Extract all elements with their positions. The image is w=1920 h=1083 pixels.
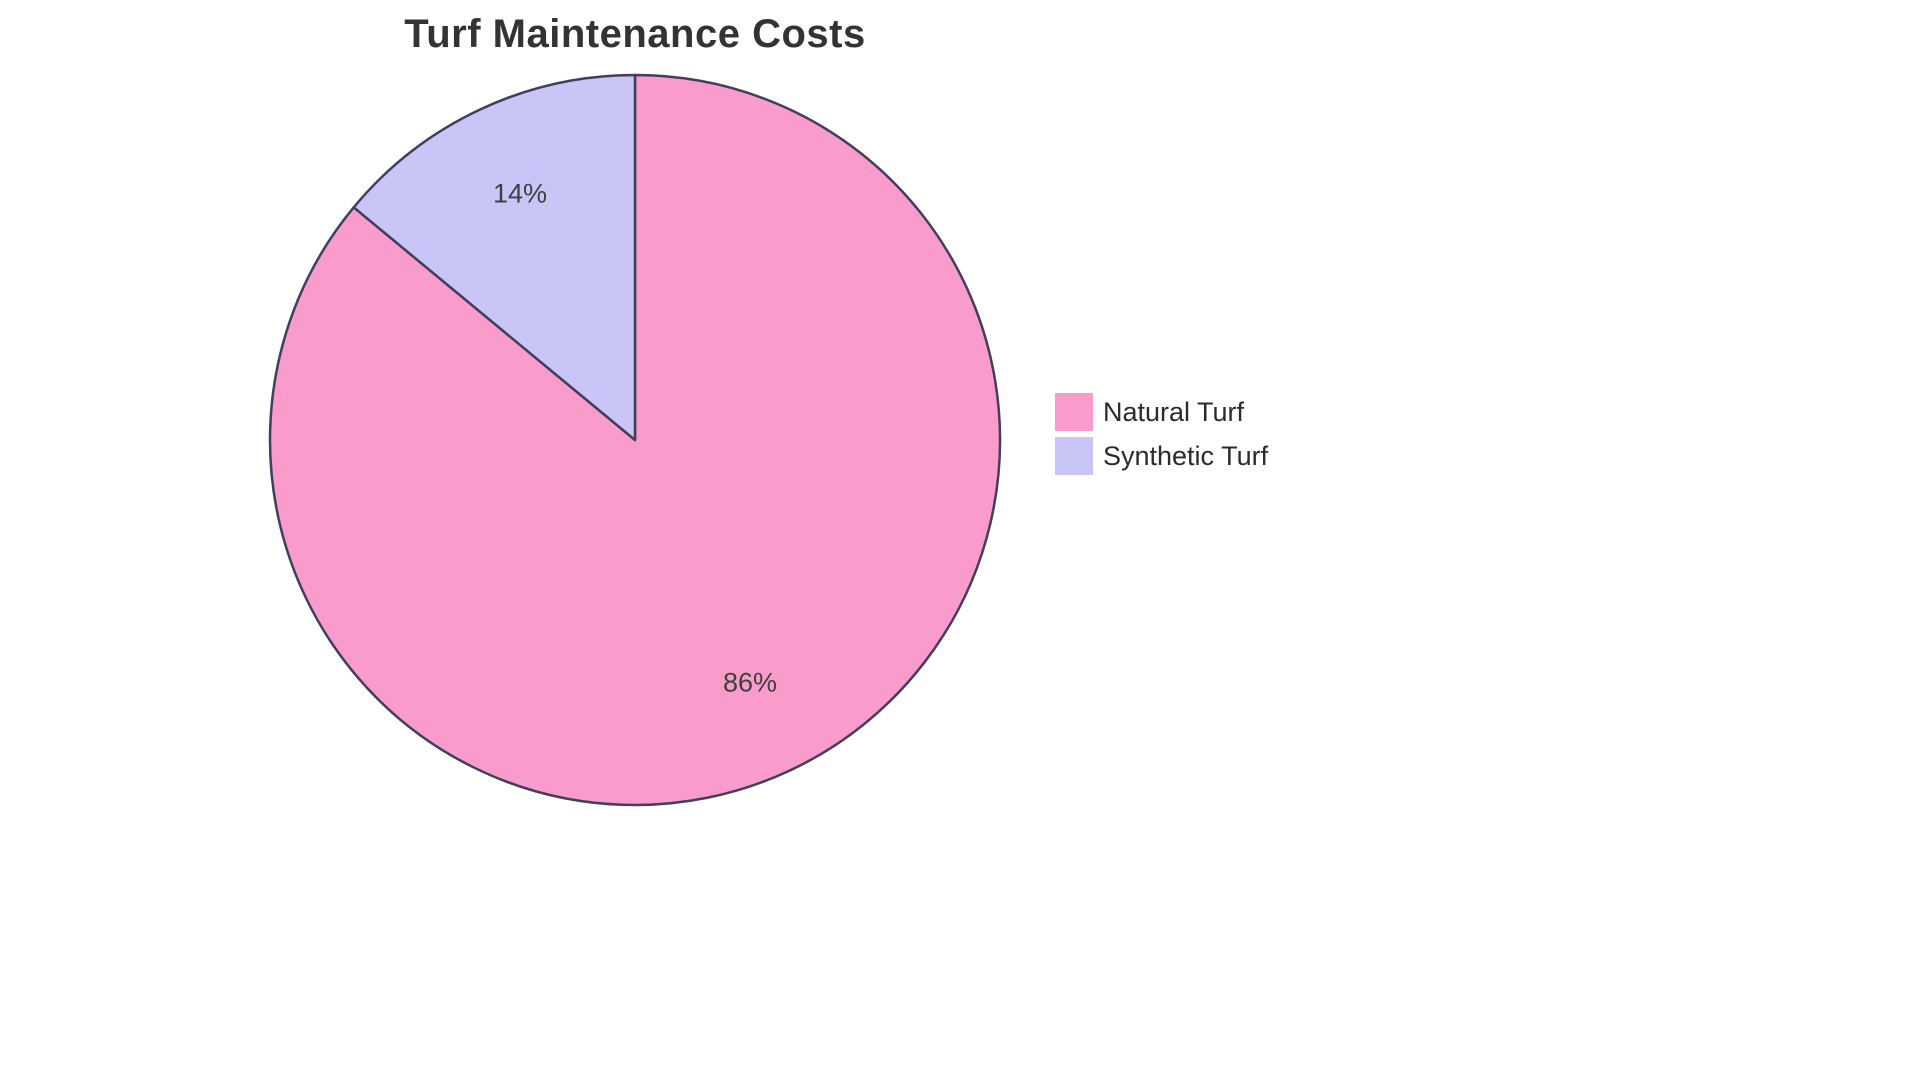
legend-swatch-synthetic-turf xyxy=(1055,437,1093,475)
legend-item-natural-turf[interactable]: Natural Turf xyxy=(1055,393,1268,431)
chart-title: Turf Maintenance Costs xyxy=(404,12,866,56)
legend-item-synthetic-turf[interactable]: Synthetic Turf xyxy=(1055,437,1268,475)
legend-label-natural-turf: Natural Turf xyxy=(1103,396,1245,427)
legend: Natural Turf Synthetic Turf xyxy=(1055,393,1268,475)
legend-swatch-natural-turf xyxy=(1055,393,1093,431)
pie-slice-synthetic-turf[interactable] xyxy=(352,73,637,442)
slice-label-synthetic-turf: 14% xyxy=(493,179,547,209)
slice-label-natural-turf: 86% xyxy=(723,668,777,698)
legend-label-synthetic-turf: Synthetic Turf xyxy=(1103,440,1269,471)
